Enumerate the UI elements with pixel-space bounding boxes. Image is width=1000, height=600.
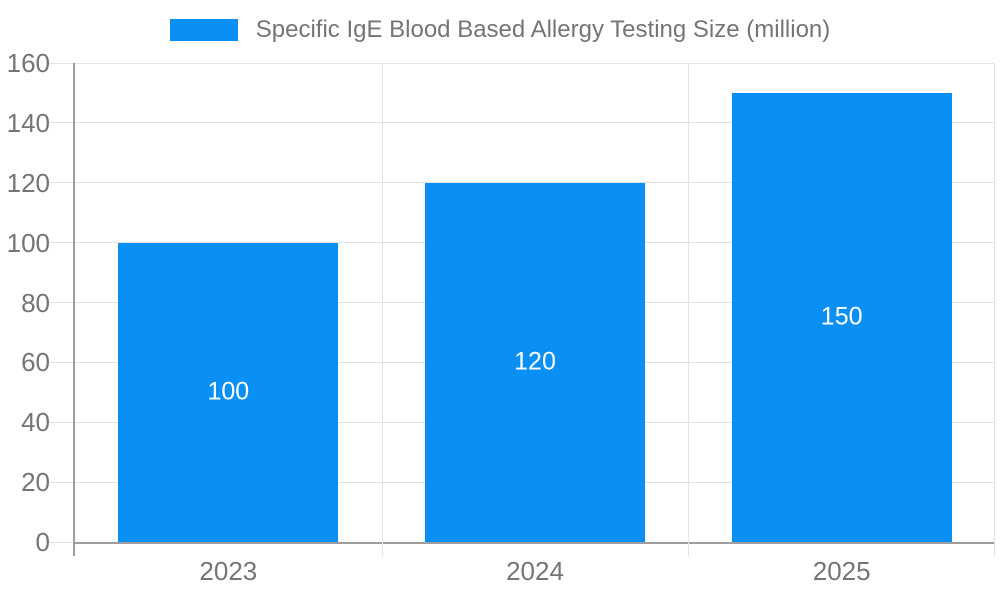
y-axis-bottom-tick	[73, 542, 75, 556]
bar-value-label: 150	[820, 302, 863, 331]
y-axis-tick	[49, 361, 73, 363]
y-axis-label: 80	[21, 287, 50, 318]
plot-area: 100 120 150	[49, 62, 995, 556]
bar-value-label: 100	[207, 377, 250, 406]
y-axis-label: 160	[6, 48, 50, 78]
y-gridline	[75, 62, 995, 64]
y-gridline	[75, 122, 995, 124]
y-axis-tick	[49, 182, 73, 184]
x-axis-label-2025: 2025	[812, 556, 871, 586]
category-boundary-line	[688, 63, 690, 556]
y-axis-label: 100	[6, 227, 50, 258]
y-axis-tick	[49, 302, 73, 303]
category-boundary-line	[994, 63, 995, 556]
legend-color-swatch	[169, 19, 238, 41]
y-axis-tick	[49, 122, 73, 124]
y-axis-tick	[49, 481, 73, 483]
y-axis-label: 60	[21, 347, 50, 378]
y-axis-tick	[49, 541, 73, 543]
bar-2023: 100	[118, 242, 339, 542]
y-axis-tick	[49, 242, 73, 244]
y-axis-label: 120	[6, 167, 50, 198]
y-axis-tick	[49, 421, 73, 423]
y-axis-label: 0	[35, 527, 50, 557]
chart-legend: Specific IgE Blood Based Allergy Testing…	[0, 16, 1000, 44]
x-axis-label-2024: 2024	[506, 556, 564, 586]
chart-title: Specific IgE Blood Based Allergy Testing…	[255, 16, 831, 43]
bar-2024: 120	[425, 182, 645, 542]
bar-2025: 150	[731, 92, 952, 542]
x-axis-label-2023: 2023	[199, 556, 258, 586]
category-boundary-line	[381, 63, 383, 556]
y-axis-label: 40	[21, 407, 50, 438]
y-axis-label: 140	[6, 107, 50, 138]
y-axis-tick	[49, 62, 73, 64]
bar-value-label: 120	[514, 347, 556, 376]
y-axis-label: 20	[21, 467, 50, 498]
